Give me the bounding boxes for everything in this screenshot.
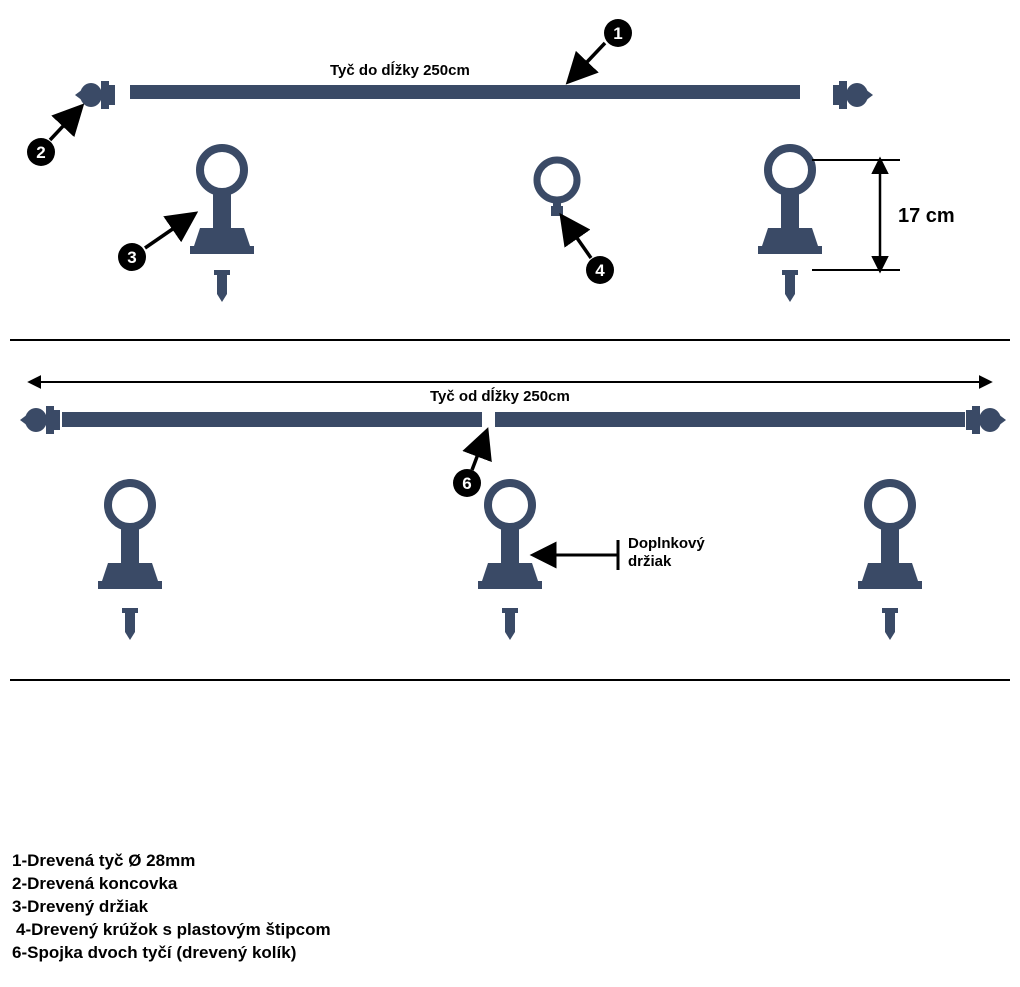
extra-bracket-label: Doplnkový držiak — [628, 535, 718, 571]
diagram-canvas: 1 2 3 4 6 — [0, 0, 1020, 987]
bracket-bot-2 — [478, 483, 542, 589]
screw-top-left — [214, 270, 230, 302]
badge-3-text: 3 — [127, 248, 136, 267]
ring-top — [537, 160, 577, 216]
legend-4: 4-Drevený krúžok s plastovým štipcom — [12, 919, 331, 942]
screw-bot-1 — [122, 608, 138, 640]
legend-2: 2-Drevená koncovka — [12, 873, 331, 896]
legend-6: 6-Spojka dvoch tyčí (drevený kolík) — [12, 942, 331, 965]
rod-top — [130, 85, 800, 99]
legend-3: 3-Drevený držiak — [12, 896, 331, 919]
extra-bracket-text: Doplnkový držiak — [628, 535, 718, 571]
rod-top-label: Tyč do dĺžky 250cm — [330, 62, 470, 79]
screw-bot-3 — [882, 608, 898, 640]
legend: 1-Drevená tyč Ø 28mm 2-Drevená koncovka … — [12, 850, 331, 965]
bracket-top-right — [758, 148, 822, 254]
finial-right-bot — [966, 406, 1006, 434]
rod-bottom-label: Tyč od dĺžky 250cm — [430, 388, 570, 405]
screw-bot-2 — [502, 608, 518, 640]
arrow-6 — [472, 433, 486, 470]
arrow-3 — [145, 215, 193, 248]
badge-6-text: 6 — [462, 474, 471, 493]
arrow-2 — [50, 108, 80, 140]
finial-left-bot — [20, 406, 60, 434]
finial-right-top — [833, 81, 873, 109]
arrow-4 — [563, 218, 591, 258]
screw-top-right — [782, 270, 798, 302]
arrow-1 — [570, 43, 605, 80]
diagram-svg: 1 2 3 4 6 — [0, 0, 1020, 987]
bracket-top-left — [190, 148, 254, 254]
badge-1-text: 1 — [613, 24, 622, 43]
badge-2-text: 2 — [36, 143, 45, 162]
rod-bot-right — [495, 412, 965, 427]
bracket-bot-3 — [858, 483, 922, 589]
legend-1: 1-Drevená tyč Ø 28mm — [12, 850, 331, 873]
finial-left-top — [75, 81, 115, 109]
rod-bot-left — [62, 412, 482, 427]
height-dim-label: 17 cm — [898, 205, 955, 228]
badge-4-text: 4 — [595, 261, 605, 280]
bracket-bot-1 — [98, 483, 162, 589]
